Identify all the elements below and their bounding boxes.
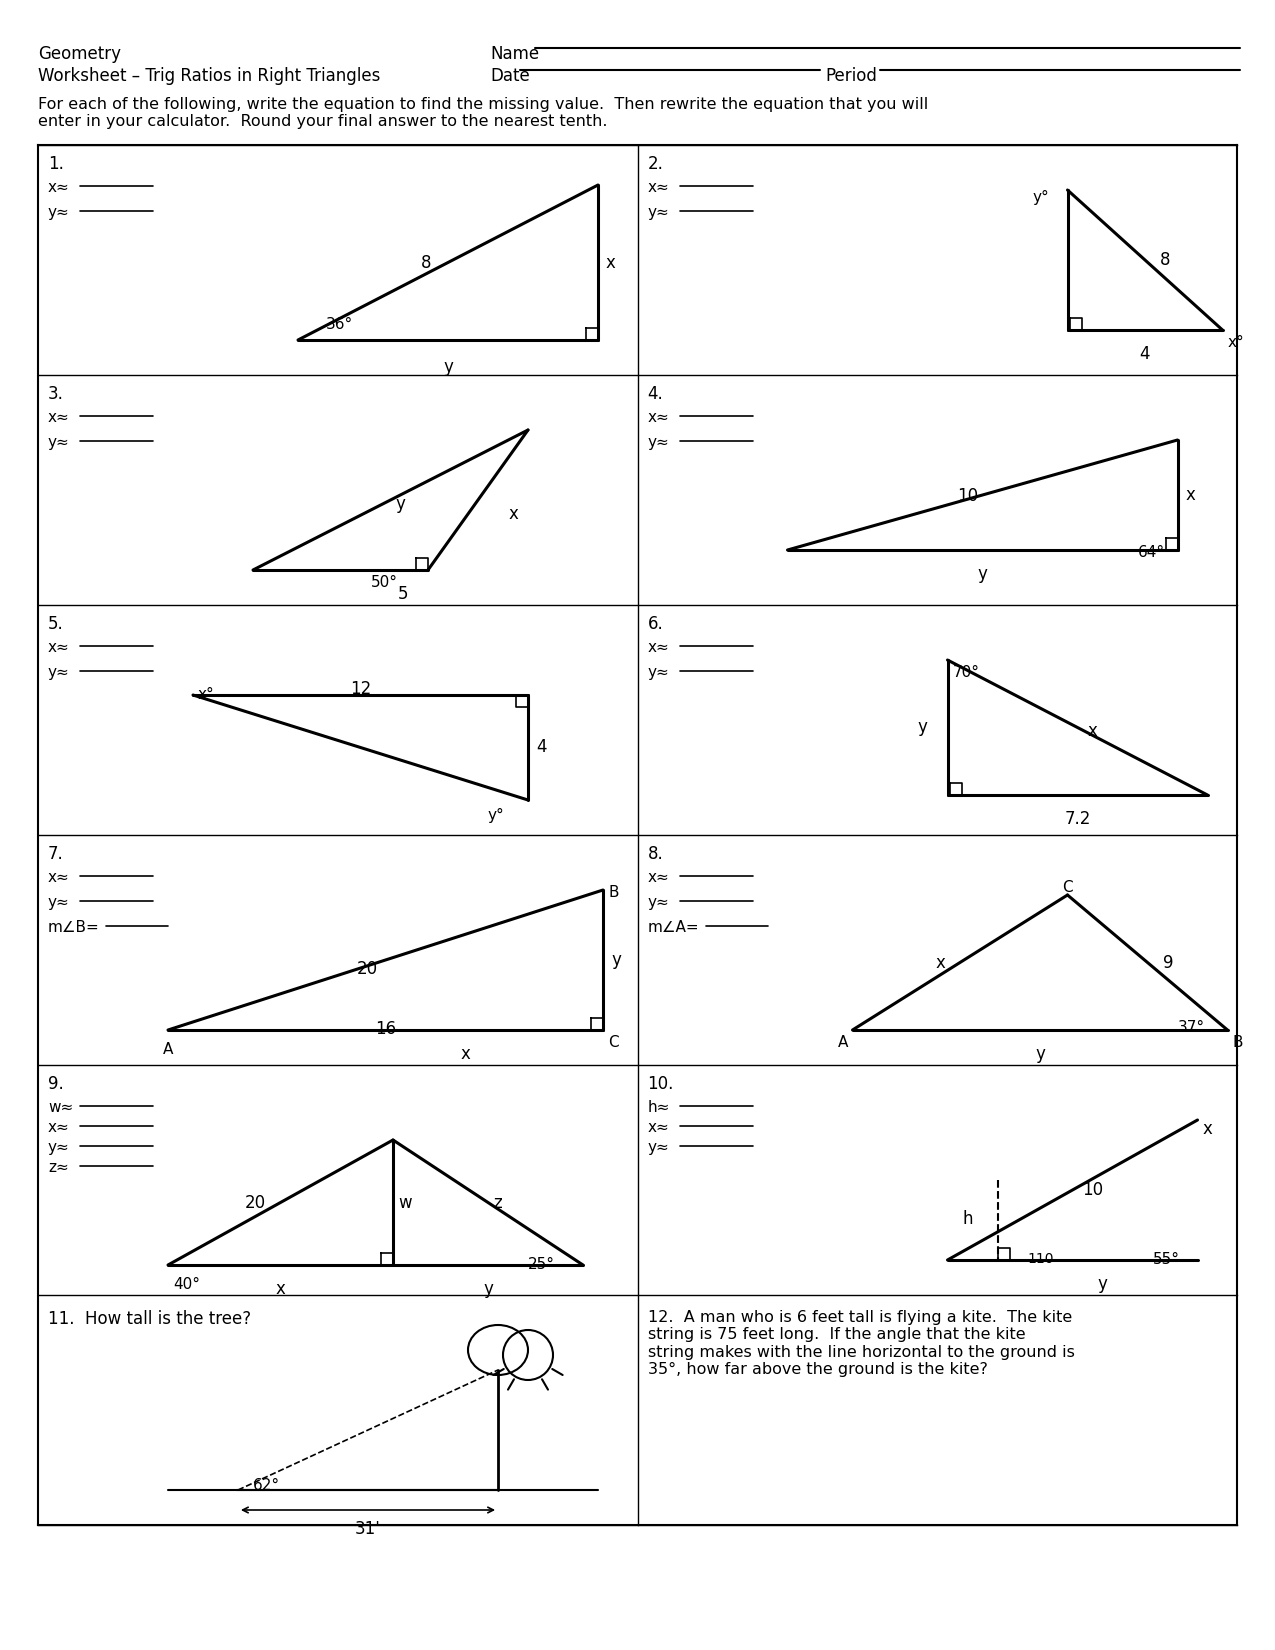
Text: x°: x° [1228, 335, 1244, 350]
Text: m∠B=: m∠B= [48, 921, 99, 936]
Text: Geometry: Geometry [38, 45, 121, 63]
Text: 2.: 2. [648, 155, 663, 173]
Text: y≈: y≈ [48, 665, 70, 680]
Text: Name: Name [490, 45, 539, 63]
Text: 25°: 25° [528, 1257, 555, 1272]
Text: x: x [275, 1280, 286, 1299]
Text: 4: 4 [536, 739, 547, 756]
Text: y°: y° [488, 808, 505, 823]
Text: 50°: 50° [371, 574, 398, 591]
Text: y: y [483, 1280, 493, 1299]
Text: x≈: x≈ [648, 640, 669, 655]
Text: 11.  How tall is the tree?: 11. How tall is the tree? [48, 1310, 251, 1328]
Text: 10: 10 [958, 487, 978, 505]
Text: 55°: 55° [1153, 1252, 1179, 1267]
Text: 62°: 62° [252, 1478, 280, 1493]
Text: A: A [838, 1035, 848, 1049]
Text: Worksheet – Trig Ratios in Right Triangles: Worksheet – Trig Ratios in Right Triangl… [38, 68, 380, 86]
Text: B: B [1233, 1035, 1243, 1049]
Text: y: y [1035, 1044, 1046, 1063]
Text: x≈: x≈ [48, 180, 70, 195]
Text: y: y [444, 358, 453, 376]
Text: z: z [493, 1193, 502, 1211]
Text: x: x [1202, 1120, 1213, 1138]
Text: y≈: y≈ [648, 1140, 669, 1155]
Text: x≈: x≈ [48, 640, 70, 655]
Text: x: x [1088, 723, 1098, 741]
Text: 4: 4 [1140, 345, 1150, 363]
Text: 37°: 37° [1178, 1020, 1205, 1035]
Text: y°: y° [1033, 190, 1049, 205]
Text: y: y [1098, 1275, 1108, 1294]
Text: 8: 8 [1160, 251, 1170, 269]
Text: x°: x° [198, 686, 214, 701]
Text: 12: 12 [349, 680, 371, 698]
Text: x≈: x≈ [48, 1120, 70, 1135]
Text: x≈: x≈ [648, 1120, 669, 1135]
Text: 10.: 10. [648, 1076, 674, 1092]
Text: x: x [1186, 487, 1196, 503]
Text: 9: 9 [1163, 954, 1173, 972]
Text: 10: 10 [1082, 1181, 1104, 1200]
Text: 110: 110 [1028, 1252, 1054, 1266]
Text: 20: 20 [357, 960, 379, 978]
Text: x: x [460, 1044, 470, 1063]
Text: Period: Period [825, 68, 877, 86]
Text: 64°: 64° [1137, 544, 1164, 559]
Text: y≈: y≈ [648, 436, 669, 450]
Text: m∠A=: m∠A= [648, 921, 699, 936]
Text: 5: 5 [398, 586, 408, 602]
Text: x: x [509, 505, 518, 523]
Text: y≈: y≈ [48, 1140, 70, 1155]
Text: w: w [398, 1193, 412, 1211]
Text: 7.2: 7.2 [1065, 810, 1090, 828]
Text: w≈: w≈ [48, 1101, 73, 1115]
Text: B: B [608, 884, 618, 899]
Text: y: y [611, 950, 621, 969]
Text: x≈: x≈ [648, 870, 669, 884]
Text: 5.: 5. [48, 615, 64, 634]
Text: 31': 31' [354, 1520, 381, 1538]
Text: C: C [608, 1035, 618, 1049]
Text: h≈: h≈ [648, 1101, 669, 1115]
Text: y≈: y≈ [48, 205, 70, 219]
Text: h: h [963, 1209, 973, 1228]
Text: 8.: 8. [648, 845, 663, 863]
Text: 7.: 7. [48, 845, 64, 863]
Text: z≈: z≈ [48, 1160, 69, 1175]
Text: 20: 20 [245, 1193, 265, 1211]
Text: x≈: x≈ [648, 180, 669, 195]
Text: 36°: 36° [326, 317, 353, 332]
Text: 16: 16 [375, 1020, 397, 1038]
Text: 6.: 6. [648, 615, 663, 634]
Text: 1.: 1. [48, 155, 64, 173]
Text: 8: 8 [421, 254, 431, 272]
Text: y≈: y≈ [48, 894, 70, 911]
Text: Date: Date [490, 68, 529, 86]
Text: 4.: 4. [648, 384, 663, 403]
Text: 9.: 9. [48, 1076, 64, 1092]
Text: x≈: x≈ [48, 870, 70, 884]
Text: C: C [1062, 879, 1072, 894]
Text: y≈: y≈ [648, 894, 669, 911]
Text: x: x [606, 254, 616, 272]
Text: y: y [395, 495, 405, 513]
Text: x≈: x≈ [648, 409, 669, 426]
Text: x≈: x≈ [48, 409, 70, 426]
Text: A: A [163, 1043, 173, 1058]
Text: 70°: 70° [952, 665, 979, 680]
Text: For each of the following, write the equation to find the missing value.  Then r: For each of the following, write the equ… [38, 97, 928, 129]
Text: y≈: y≈ [648, 205, 669, 219]
Text: 3.: 3. [48, 384, 64, 403]
Text: x: x [935, 954, 945, 972]
Text: y≈: y≈ [648, 665, 669, 680]
Text: y≈: y≈ [48, 436, 70, 450]
Text: y: y [978, 564, 987, 582]
Text: 40°: 40° [173, 1277, 200, 1292]
Text: 12.  A man who is 6 feet tall is flying a kite.  The kite
string is 75 feet long: 12. A man who is 6 feet tall is flying a… [648, 1310, 1075, 1378]
Text: y: y [918, 718, 927, 736]
